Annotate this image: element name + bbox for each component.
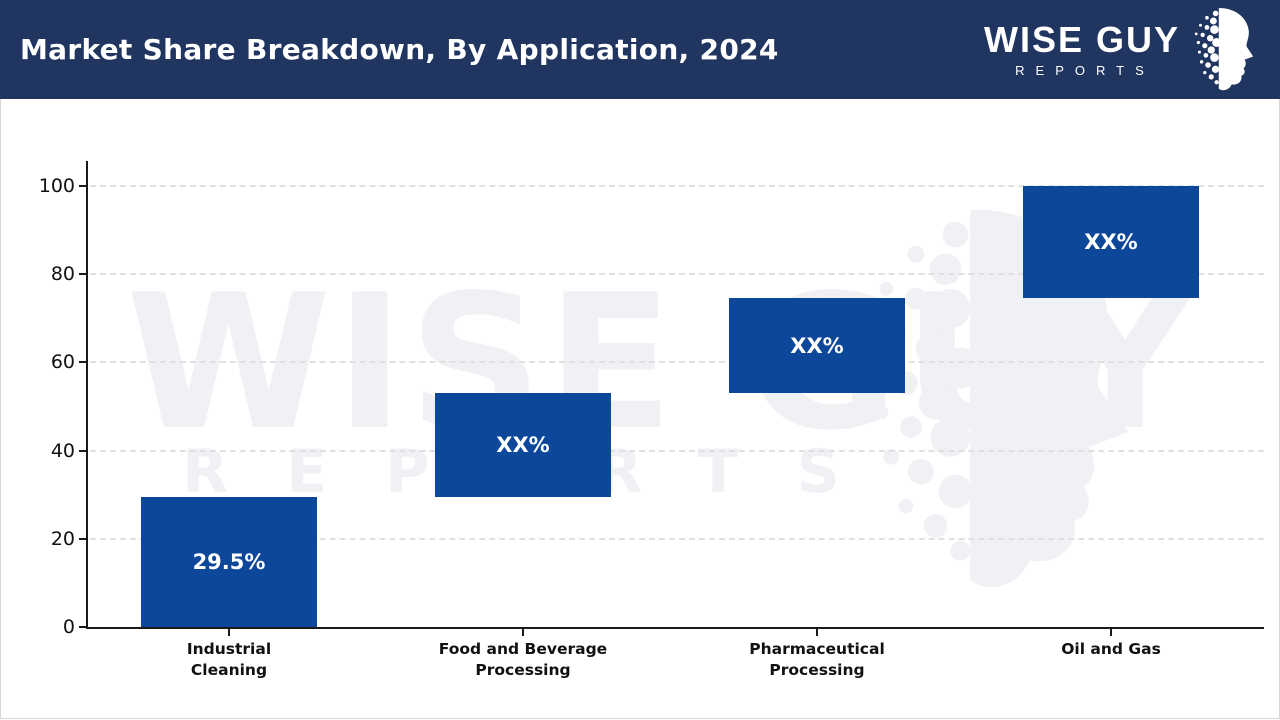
y-tick-mark <box>79 361 87 364</box>
logo-subtitle: REPORTS <box>1015 62 1155 78</box>
x-axis-line <box>86 627 1264 629</box>
logo-wordmark: WISE GUY <box>983 18 1180 60</box>
category-label: Food and Beverage Processing <box>403 639 643 681</box>
gridline <box>90 273 1264 276</box>
wiseguy-logo-text: WISE GUY REPORTS <box>983 18 1180 78</box>
waterfall-bar <box>435 393 611 497</box>
y-tick-label: 80 <box>50 263 75 286</box>
x-tick-mark <box>228 629 230 636</box>
y-tick-mark <box>79 537 87 540</box>
y-tick-label: 0 <box>62 616 75 638</box>
x-tick-mark <box>816 629 818 636</box>
category-label: Industrial Cleaning <box>109 639 349 681</box>
wiseguy-logo: WISE GUY REPORTS <box>984 7 1270 93</box>
head-watermark-icon <box>860 209 1129 588</box>
gridline <box>90 361 1264 364</box>
y-tick-label: 40 <box>50 439 75 462</box>
waterfall-bar <box>729 298 905 394</box>
y-tick-label: 60 <box>50 351 75 374</box>
y-tick-label: 100 <box>38 175 75 197</box>
bar-value-label: XX% <box>790 333 844 358</box>
category-label-line: Cleaning <box>190 661 268 679</box>
category-label-line: Food and Beverage <box>438 640 608 658</box>
y-tick-label: 20 <box>50 527 75 550</box>
category-label-line: Oil and Gas <box>1061 640 1161 658</box>
category-label-line: Processing <box>769 661 865 679</box>
gridline <box>90 537 1264 540</box>
wiseguy-head-icon <box>1194 7 1254 90</box>
y-tick-mark <box>79 185 87 187</box>
gridline <box>90 449 1264 452</box>
waterfall-bar <box>1023 186 1199 299</box>
bar-value-label: XX% <box>496 433 550 458</box>
chart-title: Market Share Breakdown, By Application, … <box>20 33 779 66</box>
category-label-line: Processing <box>475 661 571 679</box>
y-tick-mark <box>79 626 87 628</box>
bar-value-label: 29.5% <box>192 549 266 574</box>
header: Market Share Breakdown, By Application, … <box>0 0 1280 99</box>
category-label-line: Pharmaceutical <box>749 640 885 658</box>
category-label: Pharmaceutical Processing <box>697 639 937 681</box>
bar-value-label: XX% <box>1084 230 1138 255</box>
x-tick-mark <box>522 629 524 636</box>
category-label-line: Industrial <box>186 640 272 658</box>
y-tick-mark <box>79 273 87 276</box>
y-axis-line <box>86 161 88 629</box>
x-tick-mark <box>1110 629 1112 636</box>
gridline <box>90 185 1264 187</box>
waterfall-bar <box>141 496 317 627</box>
category-label: Oil and Gas <box>991 639 1231 660</box>
y-tick-mark <box>79 449 87 452</box>
